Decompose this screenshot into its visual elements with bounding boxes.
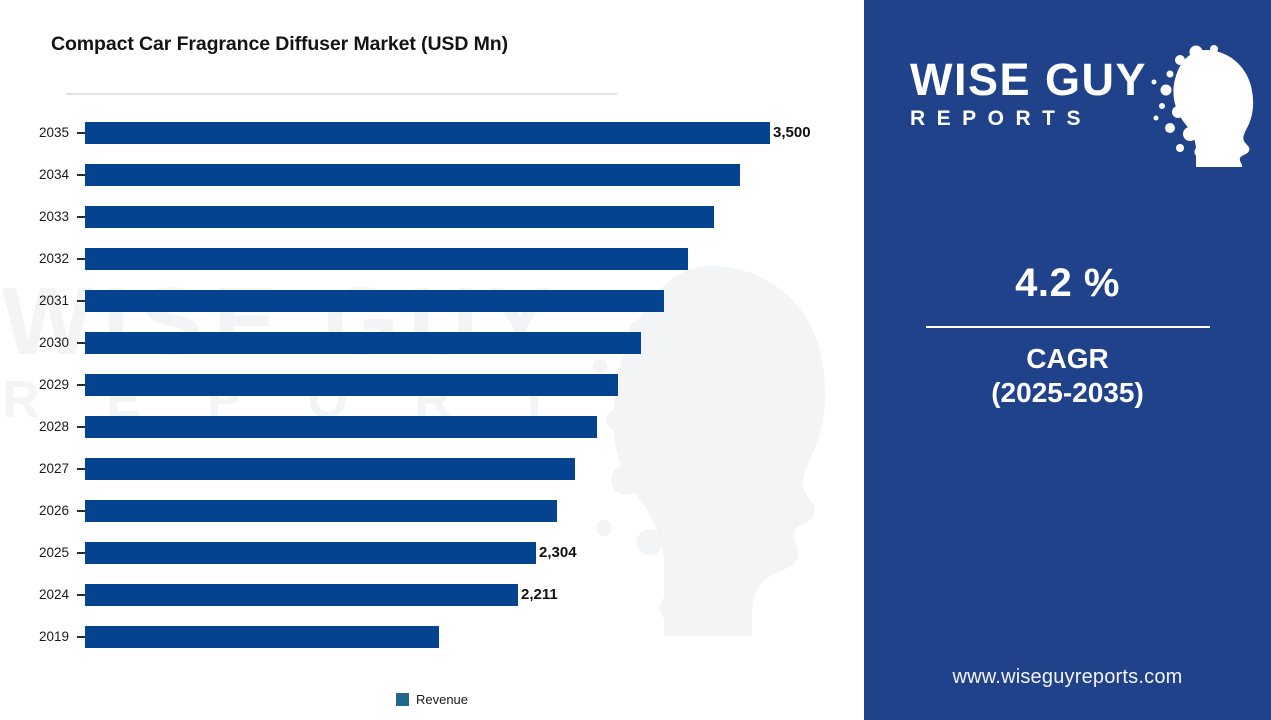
- bar[interactable]: [85, 122, 770, 144]
- plot-area: 2035 3,500 2034 2033 2032 2031 2030 2029 2028 202…: [0, 112, 864, 660]
- logo-line-reports: REPORTS: [910, 107, 1093, 130]
- chart-legend: Revenue: [0, 692, 864, 707]
- bar-category-label: 2035: [38, 125, 69, 140]
- bar-value-label: 3,500: [773, 124, 811, 141]
- bar-category-label: 2025: [38, 545, 69, 560]
- bar-row: 2032: [0, 238, 864, 280]
- axis-tick: [77, 552, 85, 554]
- bar-value-label: 2,304: [539, 544, 577, 561]
- bar[interactable]: [85, 542, 536, 564]
- dotted-head-silhouette-icon: [1151, 45, 1254, 167]
- cagr-value: 4.2 %: [1015, 261, 1120, 305]
- axis-tick: [77, 300, 85, 302]
- bar-row: 2030: [0, 322, 864, 364]
- bar-row: 2033: [0, 196, 864, 238]
- bar-row: 2024 2,211: [0, 574, 864, 616]
- chart-panel: WISE GUY R E P O R T S: [0, 33, 864, 707]
- cagr-caption: CAGR (2025-2035): [864, 342, 1271, 410]
- axis-tick: [77, 174, 85, 176]
- site-url: www.wiseguyreports.com: [952, 666, 1183, 688]
- bar-category-label: 2031: [38, 293, 69, 308]
- axis-tick: [77, 342, 85, 344]
- bar[interactable]: [85, 206, 714, 228]
- bar-category-label: 2024: [38, 587, 69, 602]
- bar-row: 2029: [0, 364, 864, 406]
- legend-label-revenue: Revenue: [415, 692, 469, 707]
- bar-value-label: 2,211: [521, 586, 558, 603]
- bar[interactable]: [85, 500, 557, 522]
- legend-swatch-revenue: [395, 693, 409, 706]
- bar-category-label: 2033: [38, 209, 69, 224]
- bar-row: 2031: [0, 280, 864, 322]
- axis-tick: [77, 216, 85, 218]
- axis-tick: [77, 132, 85, 134]
- bar-row: 2027: [0, 448, 864, 490]
- cagr-caption-line-1: CAGR: [1026, 343, 1109, 374]
- bar[interactable]: [85, 458, 575, 480]
- axis-tick: [77, 258, 85, 260]
- bar-row: 2035 3,500: [0, 112, 864, 154]
- chart-title: Compact Car Fragrance Diffuser Market (U…: [51, 33, 508, 55]
- bar[interactable]: [85, 626, 439, 648]
- cagr-divider: [925, 326, 1210, 328]
- bar[interactable]: [85, 584, 518, 606]
- bar-category-label: 2027: [38, 461, 69, 476]
- side-panel: WISE GUY REPORTS: [864, 0, 1271, 720]
- axis-tick: [77, 384, 85, 386]
- bar[interactable]: [85, 332, 641, 354]
- logo-line-wise-guy: WISE GUY: [910, 54, 1148, 105]
- axis-tick: [77, 426, 85, 428]
- bar-category-label: 2028: [38, 419, 69, 434]
- axis-tick: [77, 636, 85, 638]
- bar[interactable]: [85, 416, 597, 438]
- bar[interactable]: [85, 374, 618, 396]
- bar-row: 2026: [0, 490, 864, 532]
- bar-category-label: 2026: [38, 503, 69, 518]
- bar-row: 2028: [0, 406, 864, 448]
- axis-tick: [77, 468, 85, 470]
- bar[interactable]: [85, 248, 688, 270]
- bar-category-label: 2030: [38, 335, 69, 350]
- axis-tick: [77, 594, 85, 596]
- axis-tick: [77, 510, 85, 512]
- wiseguy-logo: WISE GUY REPORTS: [902, 42, 1254, 167]
- bar-category-label: 2034: [38, 167, 69, 182]
- title-divider: [66, 93, 617, 95]
- bar-category-label: 2029: [38, 377, 69, 392]
- bar-row: 2025 2,304: [0, 532, 864, 574]
- bar-row: 2034: [0, 154, 864, 196]
- cagr-block: 4.2 % CAGR (2025-2035): [864, 258, 1271, 410]
- logo-text: WISE GUY REPORTS: [910, 54, 1160, 132]
- bar[interactable]: [85, 290, 664, 312]
- bar-row: 2019: [0, 616, 864, 658]
- bar[interactable]: [85, 164, 740, 186]
- cagr-caption-line-2: (2025-2035): [991, 377, 1144, 408]
- bar-category-label: 2019: [38, 629, 69, 644]
- bar-category-label: 2032: [38, 251, 69, 266]
